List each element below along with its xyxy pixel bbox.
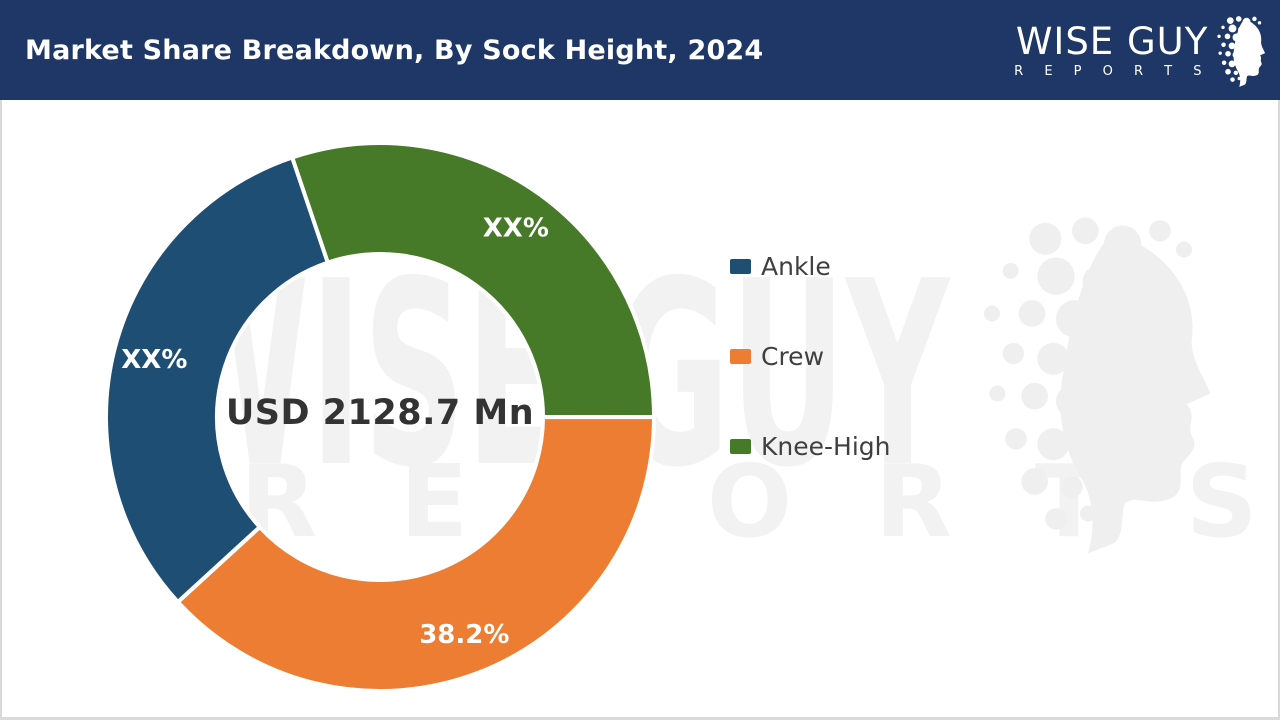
legend-swatch-knee-high [730, 439, 751, 454]
legend-label-ankle: Ankle [761, 252, 831, 281]
slice-label-ankle: XX% [121, 345, 187, 375]
legend-swatch-ankle [730, 259, 751, 274]
slice-label-crew: 38.2% [419, 620, 509, 650]
logo-head-dots-icon [1217, 15, 1266, 87]
header-bar: Market Share Breakdown, By Sock Height, … [0, 0, 1280, 100]
chart-canvas: WISE GUY R E P O R T S XX% 38.2% XX% USD 2… [0, 100, 1280, 720]
watermark-head-dots-icon [984, 217, 1211, 554]
legend-item-ankle: Ankle [730, 252, 890, 281]
slice-ankle [104, 155, 330, 604]
legend-label-crew: Crew [761, 342, 825, 371]
logo-text: WISE GUY R E P O R T S [1014, 23, 1210, 79]
donut-center-value: USD 2128.7 Mn [225, 393, 535, 433]
wise-guy-logo: WISE GUY R E P O R T S [1014, 13, 1268, 89]
legend-label-knee-high: Knee-High [761, 432, 891, 461]
logo-title: WISE GUY [1015, 20, 1209, 63]
chart-legend: Ankle Crew Knee-High [730, 252, 890, 461]
slice-knee-high [290, 141, 656, 420]
legend-item-knee-high: Knee-High [730, 432, 890, 461]
slice-crew [175, 415, 656, 693]
slice-label-knee-high: XX% [483, 214, 549, 244]
donut-chart: XX% 38.2% XX% [104, 141, 656, 693]
page-title: Market Share Breakdown, By Sock Height, … [25, 34, 764, 66]
legend-swatch-crew [730, 349, 751, 364]
logo-subtitle: R E P O R T S [1014, 64, 1210, 79]
legend-item-crew: Crew [730, 342, 890, 371]
